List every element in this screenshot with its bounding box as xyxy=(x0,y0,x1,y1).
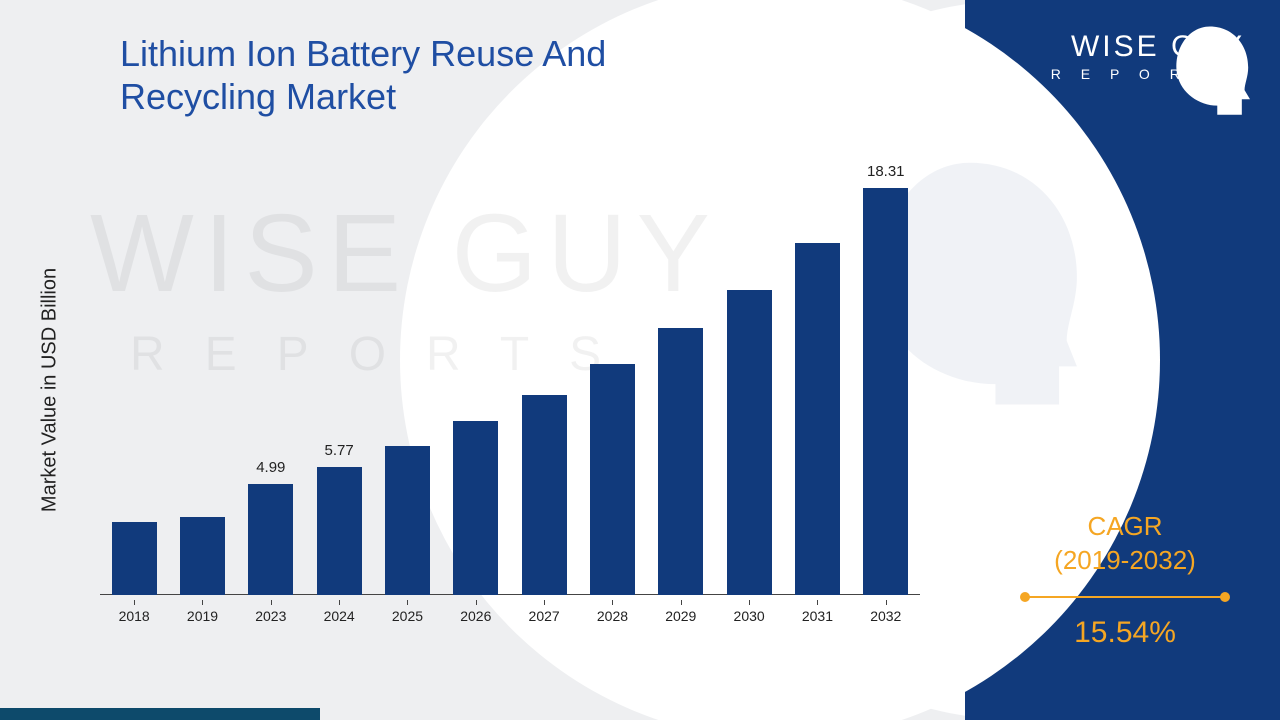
bars-container: 4.99 5.77 18.31 xyxy=(100,150,920,595)
bar-slot xyxy=(442,150,510,595)
bar-slot xyxy=(715,150,783,595)
bar-slot: 5.77 xyxy=(305,150,373,595)
bar-slot xyxy=(647,150,715,595)
bar-value-label: 4.99 xyxy=(256,459,285,476)
logo-sub-text: R E P O R T S xyxy=(1051,66,1245,82)
bottom-accent-bar xyxy=(0,708,320,720)
x-tick: 2032 xyxy=(852,600,920,630)
x-tick: 2019 xyxy=(168,600,236,630)
bar-slot: 18.31 xyxy=(852,150,920,595)
x-tick: 2024 xyxy=(305,600,373,630)
chart-title: Lithium Ion Battery Reuse And Recycling … xyxy=(120,32,740,118)
bar xyxy=(248,484,293,595)
bar-value-label: 18.31 xyxy=(867,163,905,180)
bar xyxy=(180,517,225,595)
bar-slot: 4.99 xyxy=(237,150,305,595)
bar xyxy=(112,522,157,595)
cagr-label-2: (2019-2032) xyxy=(1054,545,1196,575)
cagr-label: CAGR (2019-2032) xyxy=(1005,510,1245,578)
bar xyxy=(727,290,772,595)
x-axis: 2018201920232024202520262027202820292030… xyxy=(100,600,920,630)
bar xyxy=(863,188,908,595)
cagr-value: 15.54% xyxy=(1005,616,1245,650)
bar xyxy=(795,243,840,595)
bar xyxy=(590,364,635,595)
x-tick: 2023 xyxy=(237,600,305,630)
bar xyxy=(385,446,430,595)
x-tick: 2026 xyxy=(442,600,510,630)
bar-slot xyxy=(168,150,236,595)
cagr-box: CAGR (2019-2032) 15.54% xyxy=(1005,510,1245,650)
bar-slot xyxy=(578,150,646,595)
bar xyxy=(453,421,498,595)
x-tick: 2025 xyxy=(373,600,441,630)
y-axis-label: Market Value in USD Billion xyxy=(39,268,62,512)
bar-slot xyxy=(783,150,851,595)
bar-chart: Market Value in USD Billion 4.995.7718.3… xyxy=(60,150,920,630)
page: Lithium Ion Battery Reuse And Recycling … xyxy=(0,0,1280,720)
plot-area: 4.99 5.77 18.31 xyxy=(100,150,920,595)
cagr-divider xyxy=(1025,596,1225,598)
cagr-label-1: CAGR xyxy=(1087,511,1162,541)
x-tick: 2030 xyxy=(715,600,783,630)
bar xyxy=(317,467,362,595)
x-tick: 2027 xyxy=(510,600,578,630)
x-tick: 2018 xyxy=(100,600,168,630)
bar-slot xyxy=(510,150,578,595)
x-tick: 2029 xyxy=(647,600,715,630)
bar-slot xyxy=(373,150,441,595)
bar xyxy=(522,395,567,595)
bar xyxy=(658,328,703,595)
brand-logo: WISE GUY R E P O R T S xyxy=(1051,30,1245,82)
x-tick: 2028 xyxy=(578,600,646,630)
logo-main-text: WISE GUY xyxy=(1051,30,1245,64)
bar-value-label: 5.77 xyxy=(325,442,354,459)
x-tick: 2031 xyxy=(783,600,851,630)
bar-slot xyxy=(100,150,168,595)
